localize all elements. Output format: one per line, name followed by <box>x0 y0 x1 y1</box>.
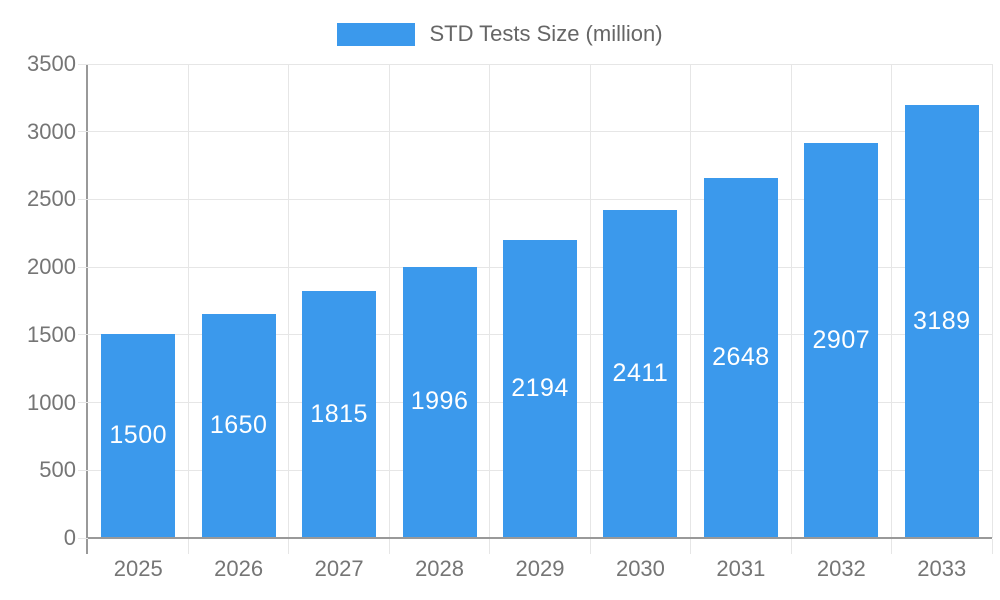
v-gridline <box>187 64 189 538</box>
x-tick-label: 2027 <box>314 556 364 581</box>
v-gridline <box>891 64 893 538</box>
bar[interactable]: 1996 <box>402 266 477 537</box>
y-axis-tick <box>78 402 88 404</box>
bar[interactable]: 1650 <box>201 313 276 537</box>
x-tick-label: 2033 <box>917 556 967 581</box>
bar-value-label: 2411 <box>612 359 669 388</box>
bar-value-label: 3189 <box>912 306 971 335</box>
bar-value-label: 2194 <box>511 373 569 402</box>
x-tick-label: 2025 <box>113 556 163 581</box>
x-axis-tick <box>891 539 893 554</box>
y-axis-tick <box>78 198 88 200</box>
bar-value-label: 1650 <box>209 410 268 439</box>
x-tick-label: 2032 <box>816 556 866 581</box>
h-gridline <box>88 131 992 133</box>
y-tick-label: 2500 <box>27 186 76 212</box>
y-tick-label: 3000 <box>27 118 76 144</box>
bar-value-label: 1815 <box>310 399 368 428</box>
legend-label: STD Tests Size (million) <box>429 21 663 46</box>
x-axis-tick <box>589 539 591 554</box>
y-tick-label: 500 <box>39 457 76 483</box>
y-axis-tick <box>78 131 88 133</box>
y-tick-label: 3500 <box>27 51 76 76</box>
x-axis-tick <box>489 539 491 554</box>
bar[interactable]: 2648 <box>703 178 778 537</box>
y-axis-tick <box>78 266 88 268</box>
y-axis-tick <box>78 537 88 539</box>
x-tick-label: 2031 <box>716 556 766 581</box>
y-axis-tick <box>78 334 88 336</box>
x-axis-line <box>88 537 992 539</box>
legend-swatch <box>337 22 416 46</box>
v-gridline <box>589 64 591 538</box>
y-axis-tick <box>78 63 88 65</box>
bar-value-label: 1500 <box>109 420 168 449</box>
v-gridline <box>388 64 390 538</box>
y-tick-label: 2000 <box>27 254 76 280</box>
x-tick-label: 2029 <box>515 556 565 581</box>
x-tick-label: 2028 <box>415 556 465 581</box>
bar[interactable]: 2411 <box>603 210 678 537</box>
plot-area: 1500 1650 1815 1996 2194 2411 2648 2907 3189 <box>86 63 993 554</box>
h-gridline <box>88 63 992 65</box>
y-axis-tick <box>78 469 88 471</box>
bar-value-label: 2907 <box>812 325 871 354</box>
v-gridline <box>991 64 993 538</box>
y-axis-line <box>86 64 88 554</box>
bar-value-label: 2648 <box>712 343 770 372</box>
bar[interactable]: 2907 <box>804 143 879 537</box>
x-axis-tick <box>187 539 189 554</box>
legend[interactable]: STD Tests Size (million) <box>0 18 1000 50</box>
bar[interactable]: 1500 <box>101 333 176 537</box>
x-axis-tick <box>991 539 993 554</box>
x-tick-label: 2026 <box>214 556 264 581</box>
h-gridline <box>88 198 992 200</box>
v-gridline <box>288 64 290 538</box>
bar[interactable]: 2194 <box>503 239 577 537</box>
y-tick-label: 1500 <box>27 321 76 347</box>
x-tick-label: 2030 <box>615 556 665 581</box>
x-axis-tick <box>388 539 390 554</box>
x-axis-tick <box>288 539 290 554</box>
v-gridline <box>489 64 491 538</box>
y-tick-label: 0 <box>63 525 76 550</box>
v-gridline <box>690 64 692 538</box>
y-tick-label: 1000 <box>27 389 76 415</box>
bar-value-label: 1996 <box>410 387 469 416</box>
bar[interactable]: 3189 <box>904 105 979 537</box>
v-gridline <box>790 64 792 538</box>
bar[interactable]: 1815 <box>302 291 377 537</box>
x-axis-tick <box>790 539 792 554</box>
x-axis-tick <box>690 539 692 554</box>
